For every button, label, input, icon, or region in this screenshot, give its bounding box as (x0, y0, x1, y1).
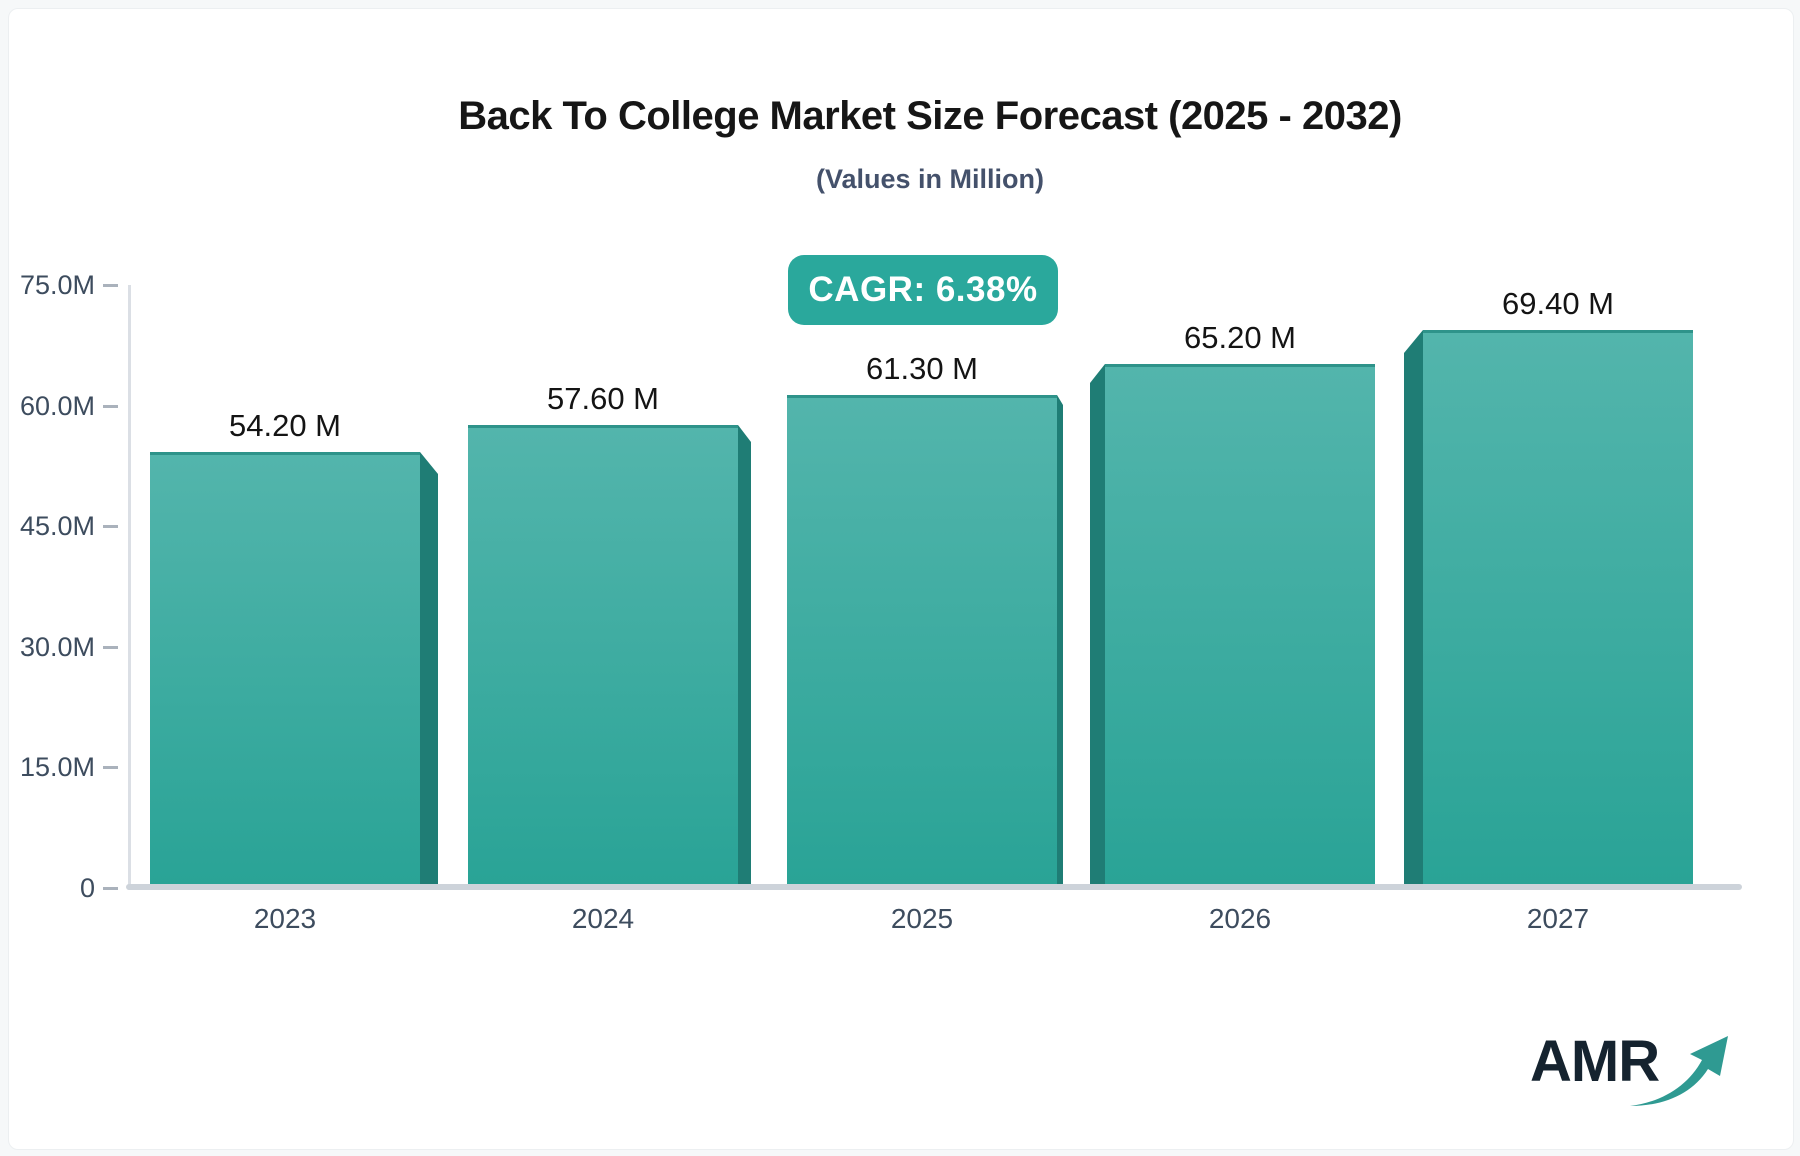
y-tick-label: 60.0M (19, 391, 95, 421)
bar-2025 (787, 395, 1057, 888)
chart-subtitle: (Values in Million) (815, 164, 1045, 194)
x-axis-label: 2023 (253, 903, 317, 934)
y-tick-mark (103, 646, 118, 649)
bar-2024 (468, 425, 738, 888)
x-axis-line (126, 884, 1742, 890)
bar-value-label: 57.60 M (546, 381, 659, 416)
growth-arrow-icon (1630, 1036, 1728, 1106)
bar-3d-side-face (1404, 330, 1423, 888)
bar-3d-side-face (1057, 395, 1063, 888)
bar-2023 (150, 452, 420, 888)
bar-3d-side-face (420, 452, 438, 888)
cagr-badge: CAGR: 6.38% (788, 255, 1058, 325)
chart-title: Back To College Market Size Forecast (20… (458, 94, 1402, 138)
y-tick-label: 75.0M (19, 270, 95, 300)
y-tick-label: 15.0M (19, 752, 95, 782)
y-tick-label: 30.0M (19, 632, 95, 662)
y-tick-mark (103, 405, 118, 408)
x-axis-label: 2026 (1208, 903, 1272, 934)
x-axis-label: 2024 (571, 903, 635, 934)
x-axis-label: 2025 (890, 903, 954, 934)
amr-logo: AMR (1530, 1028, 1740, 1118)
y-tick-label: 0 (79, 873, 95, 903)
bar-2027 (1423, 330, 1693, 888)
y-axis-line (128, 285, 131, 888)
bar-value-label: 65.20 M (1183, 320, 1296, 355)
x-axis-label: 2027 (1526, 903, 1590, 934)
bar-value-label: 69.40 M (1501, 286, 1614, 321)
y-tick-mark (103, 887, 118, 890)
cagr-badge-label: CAGR: 6.38% (808, 270, 1038, 309)
y-tick-mark (103, 525, 118, 528)
bar-2026 (1105, 364, 1375, 888)
bar-3d-side-face (738, 425, 751, 888)
y-tick-mark (103, 766, 118, 769)
bar-value-label: 54.20 M (228, 408, 341, 443)
bar-value-label: 61.30 M (865, 351, 978, 386)
amr-logo-text: AMR (1530, 1029, 1660, 1094)
y-tick-label: 45.0M (19, 511, 95, 541)
bar-3d-side-face (1090, 364, 1105, 888)
y-tick-mark (103, 284, 118, 287)
